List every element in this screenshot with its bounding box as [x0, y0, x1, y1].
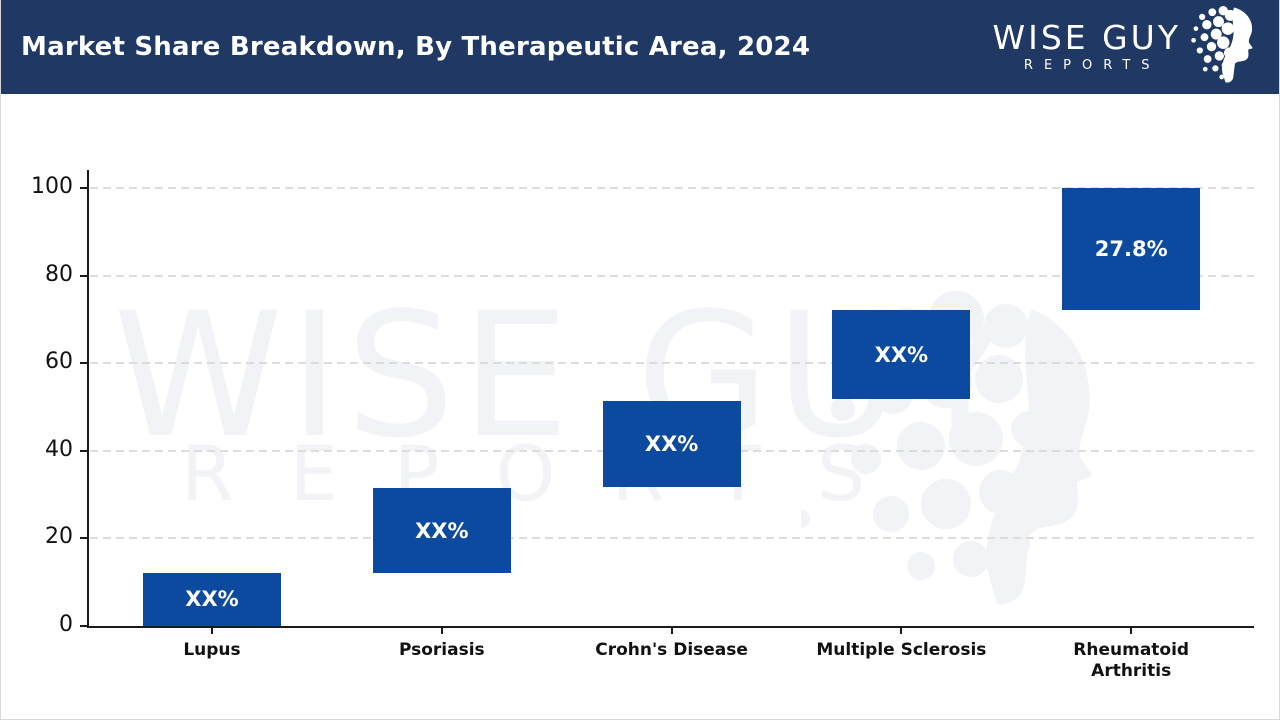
x-category-label: Psoriasis: [398, 639, 485, 660]
bar-value-label: XX%: [874, 342, 929, 367]
bar-segment: XX%: [143, 573, 281, 626]
x-tick-mark: [211, 626, 213, 634]
bar-segment: XX%: [832, 310, 971, 400]
y-tick-mark: [80, 624, 89, 627]
watermark-subtitle: REPORTS: [181, 429, 922, 518]
logo-subtitle: REPORTS: [1023, 58, 1161, 73]
gridline: [90, 362, 1254, 364]
x-category-label: Rheumatoid Arthritis: [1073, 639, 1190, 681]
y-tick-mark: [80, 362, 89, 364]
y-tick-label: 0: [59, 611, 73, 637]
bar-segment: 27.8%: [1062, 188, 1201, 310]
y-tick-label: 80: [45, 261, 73, 287]
y-tick-label: 60: [45, 349, 73, 374]
header-bar: Market Share Breakdown, By Therapeutic A…: [1, 0, 1279, 94]
gridline: [90, 537, 1254, 539]
y-tick-label: 40: [45, 436, 73, 462]
y-axis-line: [87, 170, 89, 628]
x-axis-line: [87, 625, 1254, 628]
x-tick-mark: [670, 626, 673, 634]
x-category-label: Multiple Sclerosis: [816, 639, 987, 660]
bar-segment: XX%: [372, 488, 511, 573]
gridline: [90, 274, 1254, 277]
y-tick-mark: [80, 187, 89, 189]
y-tick-label: 20: [45, 524, 73, 549]
bar-value-label: XX%: [415, 518, 469, 543]
y-tick-mark: [80, 537, 89, 539]
x-tick-mark: [1130, 626, 1133, 634]
x-category-label: Crohn's Disease: [595, 639, 748, 660]
x-category-label: Lupus: [183, 639, 241, 660]
bar-value-label: XX%: [644, 431, 699, 456]
chart-title: Market Share Breakdown, By Therapeutic A…: [21, 32, 811, 62]
gridline: [90, 187, 1254, 189]
logo-wordmark: WISE GUY: [992, 18, 1181, 57]
y-tick-mark: [80, 274, 89, 277]
bar-value-label: 27.8%: [1094, 236, 1168, 261]
wise-guy-logo: WISE GUY REPORTS: [992, 4, 1263, 90]
y-tick-label: 100: [31, 174, 73, 199]
bar-segment: XX%: [602, 400, 741, 488]
logo-text: WISE GUY REPORTS: [992, 21, 1181, 73]
chart-plot-area: WISE GUY REPORTS 0 20 40 60 80 100 XX% XX% XX% XX…: [1, 94, 1279, 719]
y-tick-mark: [80, 449, 89, 452]
logo-head-icon: [1185, 4, 1263, 90]
bar-value-label: XX%: [185, 587, 239, 612]
x-tick-mark: [900, 626, 903, 634]
x-tick-mark: [440, 626, 443, 634]
